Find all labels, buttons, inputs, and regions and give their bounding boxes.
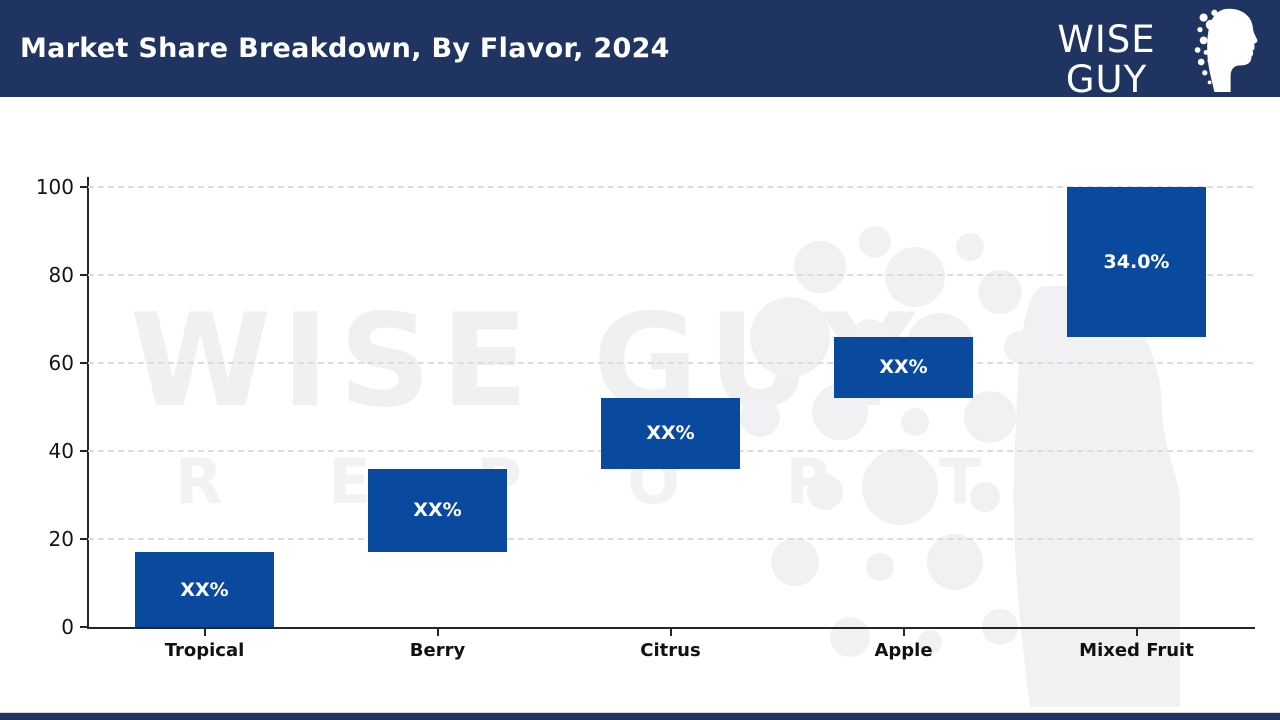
- bar-value-label: XX%: [413, 499, 462, 522]
- x-axis-label: Tropical: [164, 640, 245, 661]
- y-tick-label: 100: [35, 175, 74, 199]
- x-tick: [1135, 629, 1138, 636]
- y-tick-label: 20: [48, 527, 74, 551]
- grid-line: [88, 186, 1253, 188]
- bar-citrus: XX%: [600, 398, 741, 469]
- logo-wordmark: WISE GUY: [1057, 18, 1156, 101]
- header-band: Market Share Breakdown, By Flavor, 2024 …: [0, 0, 1280, 117]
- y-tick: [80, 626, 87, 628]
- y-tick-label: 0: [61, 615, 74, 639]
- x-tick: [436, 629, 439, 636]
- page-title: Market Share Breakdown, By Flavor, 2024: [20, 33, 670, 64]
- y-tick: [80, 538, 87, 540]
- y-tick: [80, 186, 87, 188]
- x-tick: [203, 629, 206, 636]
- bar-value-label: XX%: [646, 422, 695, 445]
- grid-line: [88, 362, 1253, 364]
- x-tick: [669, 629, 672, 636]
- x-axis-label: Citrus: [640, 640, 701, 661]
- grid-line: [88, 538, 1253, 540]
- logo-face-icon: [1194, 8, 1258, 92]
- footer-band: [0, 713, 1280, 720]
- x-axis-line: [87, 627, 1255, 629]
- bar-value-label: 34.0%: [1103, 250, 1170, 273]
- x-axis-label: Berry: [409, 640, 466, 661]
- grid-line: [88, 274, 1253, 276]
- bar-value-label: XX%: [879, 356, 928, 379]
- footer-hairline: [0, 712, 1280, 713]
- chart-area: WISE GUY R E P O R T S 0 20 40 60 80 100 XX% Tr…: [0, 97, 1280, 713]
- bar-value-label: XX%: [180, 578, 229, 601]
- bar-mixed-fruit: 34.0%: [1066, 187, 1207, 337]
- y-axis-line: [87, 177, 89, 629]
- y-tick-label: 80: [48, 263, 74, 287]
- x-axis-label: Apple: [874, 640, 933, 661]
- y-tick: [80, 274, 87, 276]
- wise-guy-logo: WISE GUY R E P O R T S: [1014, 6, 1266, 117]
- y-tick: [80, 450, 87, 452]
- x-tick: [902, 629, 905, 636]
- y-tick-label: 40: [48, 439, 74, 463]
- x-axis-label: Mixed Fruit: [1079, 640, 1194, 661]
- y-tick: [80, 362, 87, 364]
- bar-apple: XX%: [833, 336, 974, 399]
- bar-berry: XX%: [367, 468, 508, 553]
- y-tick-label: 60: [48, 351, 74, 375]
- bar-tropical: XX%: [134, 552, 275, 627]
- plot-layer: 0 20 40 60 80 100 XX% Tropical XX% Berry XX% Citrus…: [0, 97, 1280, 713]
